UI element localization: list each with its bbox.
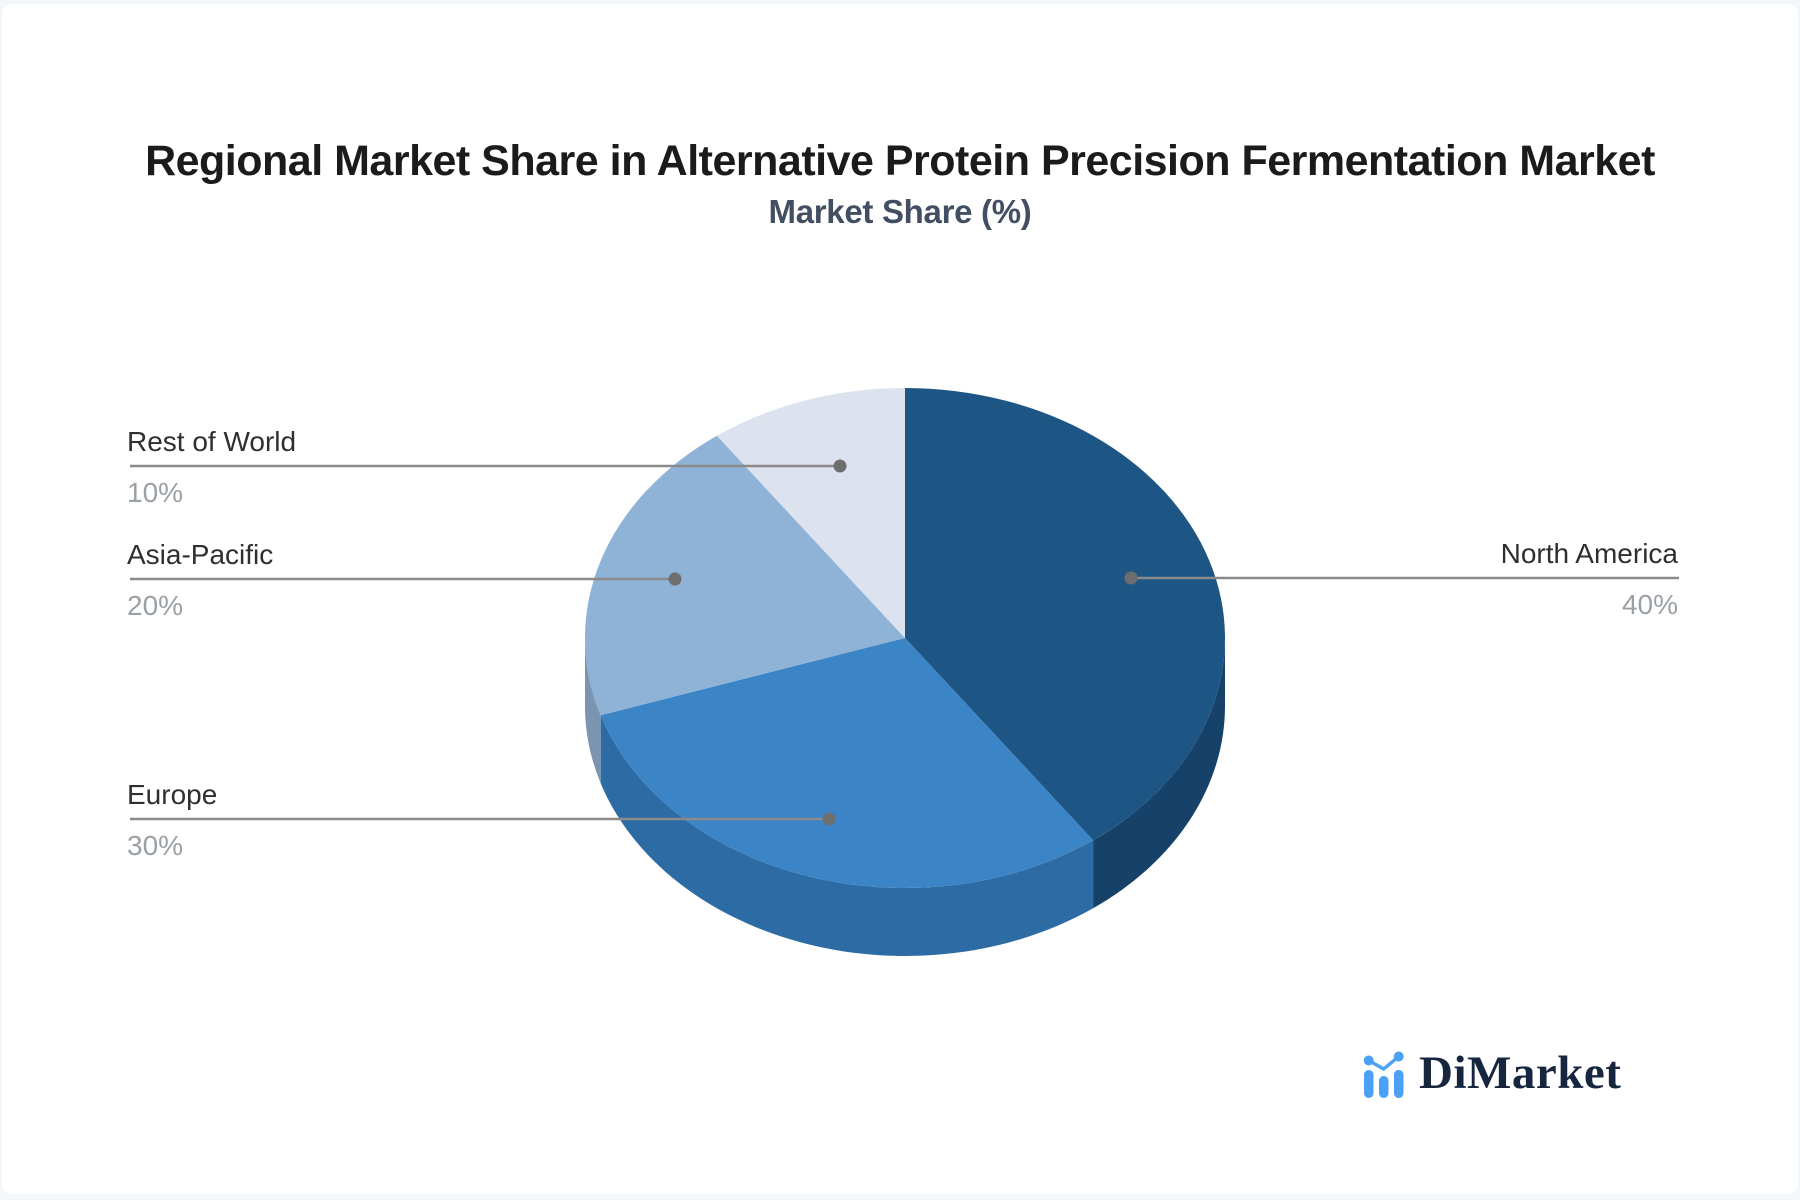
- callout-value-rest-of-world: 10%: [127, 477, 184, 508]
- callout-value-asia-pacific: 20%: [127, 590, 184, 621]
- callout-value-europe: 30%: [127, 830, 184, 861]
- leader-dot-rest-of-world: [833, 459, 847, 473]
- chart-subtitle: Market Share (%): [768, 193, 1032, 230]
- pie-slice-north-america[interactable]: [905, 388, 1226, 841]
- callout-dots: [668, 459, 1138, 826]
- callout-label-rest-of-world: Rest of World: [127, 426, 297, 457]
- chart-canvas: Regional Market Share in Alternative Pro…: [2, 4, 1798, 1194]
- pie-chart: [130, 388, 1679, 957]
- pie-slices: [584, 388, 1226, 957]
- callout-lines: [130, 464, 1679, 821]
- leader-dot-asia-pacific: [668, 572, 682, 586]
- pie-slice-rest-of-world[interactable]: [716, 388, 905, 638]
- brand-name: DiMarket: [1419, 1047, 1622, 1099]
- bar-sparkline-logo-icon: [1364, 1051, 1404, 1098]
- callout-label-asia-pacific: Asia-Pacific: [127, 539, 274, 570]
- callout-value-north-america: 40%: [1621, 589, 1678, 620]
- brand-logo: DiMarket: [1364, 1042, 1621, 1098]
- pie-slice-europe[interactable]: [600, 638, 1094, 889]
- pie-slice-side-north-america: [1093, 638, 1225, 909]
- leader-dot-europe: [822, 812, 836, 826]
- pie-slice-side-europe: [600, 715, 1094, 957]
- pie-slice-asia-pacific[interactable]: [584, 435, 905, 716]
- callout-label-north-america: North America: [1500, 538, 1678, 569]
- chart-title: Regional Market Share in Alternative Pro…: [145, 137, 1655, 185]
- pie-slice-side-asia-pacific: [585, 638, 601, 784]
- callout-label-europe: Europe: [127, 779, 218, 810]
- leader-dot-north-america: [1124, 571, 1138, 585]
